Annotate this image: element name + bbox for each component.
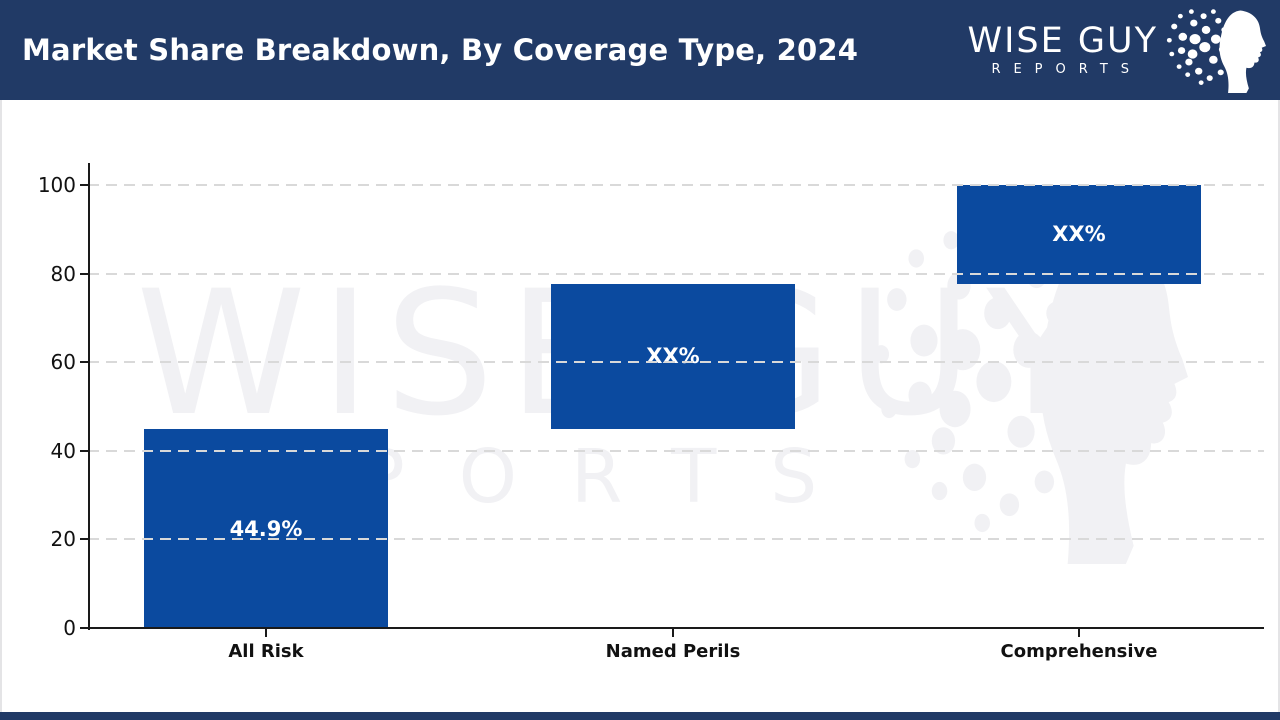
x-tick-mark [1078, 629, 1080, 637]
bar-value-label: XX% [1052, 222, 1106, 247]
gridline [88, 184, 1264, 186]
x-tick-label: All Risk [228, 641, 304, 662]
logo-wordmark: WISE GUY [967, 21, 1158, 61]
head-profile-icon [1166, 9, 1266, 93]
x-axis-line [88, 627, 1264, 629]
y-tick-mark [80, 449, 88, 452]
header-bar: Market Share Breakdown, By Coverage Type… [0, 0, 1280, 100]
y-tick-mark [80, 361, 88, 364]
gridline [88, 272, 1264, 275]
y-tick-mark [80, 184, 88, 186]
x-tick-mark [672, 629, 674, 637]
chart-title: Market Share Breakdown, By Coverage Type… [22, 33, 859, 67]
x-tick-label: Named Perils [605, 641, 741, 662]
footer-bar [0, 712, 1280, 720]
gridline [88, 449, 1264, 452]
logo-text: WISE GUY REPORTS [967, 21, 1158, 77]
y-tick-label: 40 [50, 438, 76, 463]
gridline [88, 538, 1264, 541]
y-tick-mark [80, 272, 88, 275]
bar-value-label: 44.9% [229, 516, 303, 541]
y-tick-mark [80, 538, 88, 541]
wise-guy-reports-logo: WISE GUY REPORTS [967, 7, 1266, 93]
y-tick-label: 20 [50, 527, 76, 552]
y-tick-label: 100 [37, 173, 76, 197]
y-tick-label: 80 [50, 261, 76, 286]
y-tick-label: 60 [50, 350, 76, 375]
bar-named-perils: XX% [551, 283, 795, 430]
bar-comprehensive: XX% [957, 185, 1201, 284]
y-axis-line [88, 163, 90, 630]
y-tick-label: 0 [63, 616, 76, 640]
bar-all-risk: 44.9% [144, 429, 388, 628]
chart-area: WISE GUY REPORTS 0 20 40 60 80 100 44.9% All Ri… [0, 100, 1280, 712]
x-tick-label: Comprehensive [1000, 641, 1158, 662]
bar-value-label: XX% [646, 344, 700, 369]
logo-subtitle: REPORTS [991, 62, 1143, 77]
gridline [88, 361, 1264, 364]
x-tick-mark [265, 629, 267, 637]
y-tick-mark [80, 627, 88, 629]
